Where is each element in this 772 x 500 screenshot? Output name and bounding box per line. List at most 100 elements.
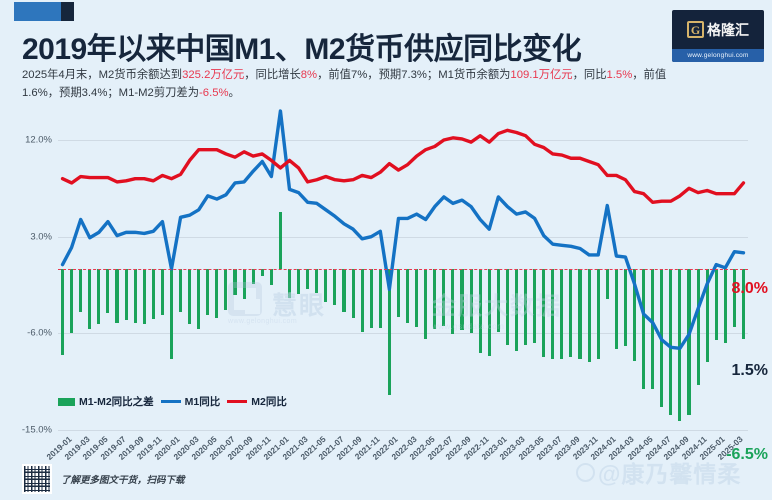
deco-bar-navy xyxy=(61,2,74,21)
summary-highlight: 8% xyxy=(300,69,318,81)
chart-bar xyxy=(179,268,183,312)
chart-bar xyxy=(605,268,609,299)
chart-bar xyxy=(614,268,618,350)
chart-bar xyxy=(732,268,736,327)
chart-bar xyxy=(351,268,355,319)
chart-bar xyxy=(242,268,246,299)
chart-bar xyxy=(623,268,627,347)
chart-bar xyxy=(369,268,373,328)
chart-bar xyxy=(405,268,410,323)
summary-highlight: 109.1万亿元 xyxy=(510,69,573,81)
chart-bar xyxy=(542,268,546,357)
chart-bar xyxy=(142,268,146,324)
summary-plain: 。 xyxy=(228,87,240,100)
callout-m1-value: 1.5% xyxy=(731,362,768,379)
chart-bar xyxy=(133,268,137,323)
chart-bar xyxy=(215,268,219,319)
chart-bar xyxy=(487,268,491,356)
chart-bar xyxy=(206,268,210,316)
chart-bar xyxy=(278,211,282,269)
chart-bar xyxy=(578,268,582,360)
chart-bar xyxy=(705,268,709,363)
chart-bar xyxy=(569,268,573,357)
chart-bar xyxy=(524,268,528,346)
legend-label-diff: M1-M2同比之差 xyxy=(79,396,154,408)
chart-bar xyxy=(151,268,155,320)
bar-series-m1-m2-diff xyxy=(58,140,748,430)
logo-brand-name: 格隆汇 xyxy=(707,21,749,38)
chart-bar xyxy=(451,268,455,335)
footer-text: 了解更多图文干货，扫码下载 xyxy=(61,475,185,486)
gelonghui-logo: G 格隆汇 www.gelonghui.com xyxy=(672,10,764,62)
chart-bar xyxy=(442,268,446,326)
chart-bar xyxy=(723,268,727,343)
chart-bar xyxy=(360,268,364,333)
chart-line-m2 xyxy=(60,128,746,204)
chart-bar xyxy=(306,268,310,290)
chart-bar xyxy=(642,268,646,390)
gridline xyxy=(58,333,748,335)
summary-plain: ，前值7%，预期7.3%；M1货币余额为 xyxy=(317,69,511,81)
chart-bar xyxy=(342,268,346,312)
chart-bar xyxy=(596,268,600,360)
y-axis-tick-label: -15.0% xyxy=(21,424,52,436)
chart-bar xyxy=(433,268,437,330)
chart-bar xyxy=(115,268,119,323)
legend-swatch-diff xyxy=(58,397,75,406)
chart-bar xyxy=(587,268,591,363)
chart-bar xyxy=(88,268,92,330)
legend-swatch-m1 xyxy=(160,399,181,404)
chart-bar xyxy=(678,268,682,422)
chart-line-m1 xyxy=(60,109,746,351)
summary-highlight: 1.5% xyxy=(606,69,633,81)
deco-bar-blue xyxy=(14,2,61,21)
chart-bar xyxy=(632,268,637,362)
summary-plain: ，同比增长 xyxy=(244,69,301,81)
chart-bar xyxy=(233,268,237,295)
callout-m2-value: 8.0% xyxy=(731,280,768,297)
y-axis-tick-label: 3.0% xyxy=(30,231,52,243)
decorative-header-bar xyxy=(14,2,74,21)
chart-bar xyxy=(169,268,174,360)
summary-highlight: -6.5% xyxy=(199,87,229,100)
chart-bar xyxy=(669,268,673,415)
chart-bar xyxy=(297,268,301,294)
chart-legend: M1-M2同比之差 M1同比 M2同比 xyxy=(58,394,287,409)
page-title: 2019年以来中国M1、M2货币供应同比变化 xyxy=(22,33,582,66)
chart-bar xyxy=(651,268,655,390)
legend-item-m2[interactable]: M2同比 xyxy=(227,394,287,409)
summary-highlight: 325.2万亿元 xyxy=(182,69,245,81)
chart-bar xyxy=(197,268,201,330)
summary-plain: ，前值1.6%，预期3.4%；M1-M2剪刀差为 xyxy=(22,69,667,100)
chart-container: 12.0% 3.0% -6.0% -15.0% 8.0% 1.5% -6.5% M1-… xyxy=(0,108,772,463)
chart-bar xyxy=(387,268,391,395)
legend-label-m2: M2同比 xyxy=(251,396,287,408)
gridline xyxy=(58,236,748,238)
chart-bar xyxy=(696,268,700,385)
chart-bar xyxy=(424,268,428,339)
qr-code-icon[interactable] xyxy=(22,464,52,494)
chart-bar xyxy=(79,268,83,312)
chart-bar xyxy=(224,268,228,310)
chart-bar xyxy=(106,268,110,313)
y-axis-tick-label: 12.0% xyxy=(25,134,52,146)
chart-bar xyxy=(460,268,464,331)
chart-bar xyxy=(260,268,264,277)
chart-bar xyxy=(251,268,255,284)
logo-g-icon: G xyxy=(687,21,704,38)
chart-bar xyxy=(714,268,718,340)
legend-label-m1: M1同比 xyxy=(184,396,221,408)
legend-swatch-m2 xyxy=(227,399,248,404)
chart-bar xyxy=(124,268,128,321)
chart-bar xyxy=(333,268,337,306)
chart-bar xyxy=(269,268,273,285)
legend-item-m1[interactable]: M1同比 xyxy=(160,394,221,409)
chart-bar xyxy=(97,268,101,324)
callout-diff-value: -6.5% xyxy=(726,446,768,463)
chart-bar xyxy=(415,268,419,327)
chart-plot-area: 12.0% 3.0% -6.0% -15.0% xyxy=(22,109,748,436)
chart-bar xyxy=(533,268,537,343)
chart-bar xyxy=(741,268,745,339)
chart-bar xyxy=(287,268,292,298)
legend-item-diff[interactable]: M1-M2同比之差 xyxy=(58,394,154,409)
